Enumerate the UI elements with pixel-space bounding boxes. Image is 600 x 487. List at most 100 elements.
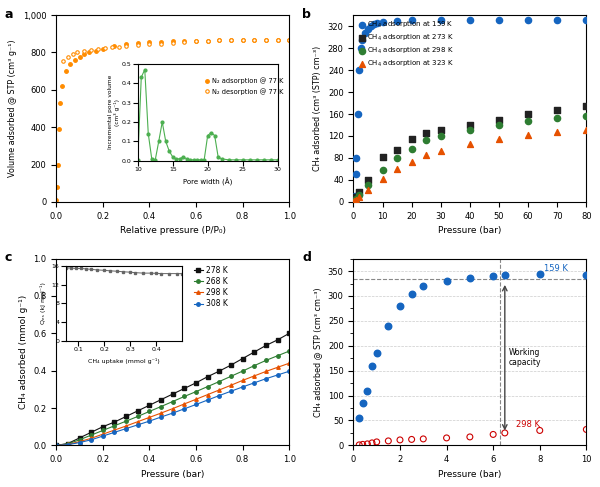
CH₄ adsorption at 159 K bbox=[581, 16, 591, 23]
278 K bbox=[169, 391, 176, 397]
Point bbox=[581, 426, 591, 433]
CH₄ adsorption at 159 K bbox=[436, 16, 446, 23]
Point bbox=[372, 438, 382, 446]
CH₄ adsorption at 159 K bbox=[407, 16, 416, 24]
N₂ desorption @ 77 K bbox=[116, 44, 123, 50]
CH₄ adsorption at 323 K bbox=[352, 196, 361, 204]
CH₄ adsorption at 273 K bbox=[349, 197, 359, 205]
N₂ desorption @ 77 K bbox=[204, 38, 211, 44]
278 K bbox=[193, 380, 200, 386]
308 K bbox=[274, 372, 281, 378]
278 K bbox=[111, 419, 118, 425]
N₂ desorption @ 77 K bbox=[69, 52, 76, 57]
278 K bbox=[204, 374, 211, 379]
Point bbox=[418, 282, 428, 290]
CH₄ adsorption at 273 K bbox=[350, 196, 359, 204]
N₂ adsorption @ 77 K bbox=[134, 40, 142, 46]
N₂ desorption @ 77 K bbox=[193, 38, 200, 44]
278 K bbox=[88, 430, 95, 435]
N₂ adsorption @ 77 K bbox=[53, 197, 60, 203]
Y-axis label: Volume adsorbed @ STP (cm³ g⁻¹): Volume adsorbed @ STP (cm³ g⁻¹) bbox=[8, 40, 17, 177]
Line: 308 K: 308 K bbox=[55, 370, 291, 447]
268 K bbox=[251, 363, 258, 369]
278 K bbox=[262, 342, 269, 348]
CH₄ adsorption at 273 K bbox=[352, 194, 361, 202]
298 K bbox=[251, 373, 258, 379]
308 K bbox=[216, 393, 223, 398]
Point bbox=[442, 434, 451, 442]
298 K bbox=[134, 419, 142, 425]
268 K bbox=[88, 432, 95, 438]
Point bbox=[383, 322, 393, 330]
298 K bbox=[111, 427, 118, 433]
N₂ adsorption @ 77 K bbox=[146, 39, 153, 45]
X-axis label: Relative pressure (P/P₀): Relative pressure (P/P₀) bbox=[120, 226, 226, 235]
Point bbox=[367, 439, 377, 447]
278 K bbox=[134, 408, 142, 414]
Line: N₂ desorption @ 77 K: N₂ desorption @ 77 K bbox=[61, 38, 291, 63]
298 K bbox=[274, 364, 281, 370]
CH₄ adsorption at 298 K bbox=[363, 182, 373, 189]
Point bbox=[395, 436, 405, 444]
Y-axis label: CH₄ adsorbed (mmol g⁻¹): CH₄ adsorbed (mmol g⁻¹) bbox=[19, 295, 28, 409]
Text: Working
capacity: Working capacity bbox=[508, 348, 541, 368]
Y-axis label: CH₄ adsorbed @ STP (cm³ cm⁻³): CH₄ adsorbed @ STP (cm³ cm⁻³) bbox=[313, 287, 322, 417]
308 K bbox=[239, 384, 246, 390]
CH₄ adsorption at 298 K bbox=[407, 145, 416, 152]
268 K bbox=[122, 418, 130, 424]
298 K bbox=[239, 377, 246, 383]
268 K bbox=[204, 384, 211, 390]
CH₄ adsorption at 159 K bbox=[358, 36, 367, 44]
268 K bbox=[76, 437, 83, 443]
278 K bbox=[286, 330, 293, 336]
308 K bbox=[181, 406, 188, 412]
Point bbox=[535, 427, 545, 434]
N₂ adsorption @ 77 K bbox=[85, 50, 92, 56]
278 K bbox=[181, 386, 188, 392]
268 K bbox=[64, 441, 71, 447]
298 K bbox=[99, 431, 106, 437]
308 K bbox=[122, 426, 130, 431]
Line: N₂ adsorption @ 77 K: N₂ adsorption @ 77 K bbox=[55, 38, 291, 202]
268 K bbox=[111, 423, 118, 429]
CH₄ adsorption at 159 K bbox=[351, 170, 361, 178]
CH₄ adsorption at 273 K bbox=[553, 106, 562, 114]
Point bbox=[362, 440, 372, 448]
Point bbox=[535, 270, 545, 278]
Text: 298 K: 298 K bbox=[517, 420, 541, 429]
N₂ adsorption @ 77 K bbox=[76, 54, 83, 60]
298 K bbox=[64, 442, 71, 448]
Point bbox=[465, 433, 475, 441]
N₂ desorption @ 77 K bbox=[216, 37, 223, 43]
CH₄ adsorption at 298 K bbox=[494, 121, 504, 129]
278 K bbox=[251, 349, 258, 355]
CH₄ adsorption at 323 K bbox=[553, 128, 562, 136]
CH₄ adsorption at 323 K bbox=[581, 127, 591, 134]
278 K bbox=[274, 337, 281, 343]
268 K bbox=[146, 409, 153, 414]
308 K bbox=[53, 443, 60, 449]
CH₄ adsorption at 323 K bbox=[392, 165, 402, 173]
298 K bbox=[53, 443, 60, 449]
N₂ adsorption @ 77 K bbox=[274, 37, 281, 43]
298 K bbox=[76, 439, 83, 445]
Legend: CH$_4$ adsorption at 159 K, CH$_4$ adsorption at 273 K, CH$_4$ adsorption at 298: CH$_4$ adsorption at 159 K, CH$_4$ adsor… bbox=[357, 19, 455, 71]
N₂ desorption @ 77 K bbox=[80, 48, 88, 54]
298 K bbox=[262, 369, 269, 375]
CH₄ adsorption at 298 K bbox=[352, 195, 361, 203]
CH₄ adsorption at 159 K bbox=[523, 16, 533, 23]
N₂ adsorption @ 77 K bbox=[92, 48, 100, 54]
N₂ adsorption @ 77 K bbox=[55, 126, 62, 132]
CH₄ adsorption at 159 K bbox=[372, 19, 382, 27]
CH₄ adsorption at 298 K bbox=[355, 191, 364, 199]
CH₄ adsorption at 159 K bbox=[353, 110, 362, 118]
N₂ desorption @ 77 K bbox=[95, 46, 102, 52]
Text: c: c bbox=[5, 251, 13, 264]
268 K bbox=[157, 404, 164, 410]
308 K bbox=[88, 437, 95, 443]
298 K bbox=[286, 360, 293, 366]
Point bbox=[581, 271, 591, 279]
308 K bbox=[169, 410, 176, 416]
CH₄ adsorption at 273 K bbox=[407, 135, 416, 143]
N₂ adsorption @ 77 K bbox=[55, 162, 62, 168]
